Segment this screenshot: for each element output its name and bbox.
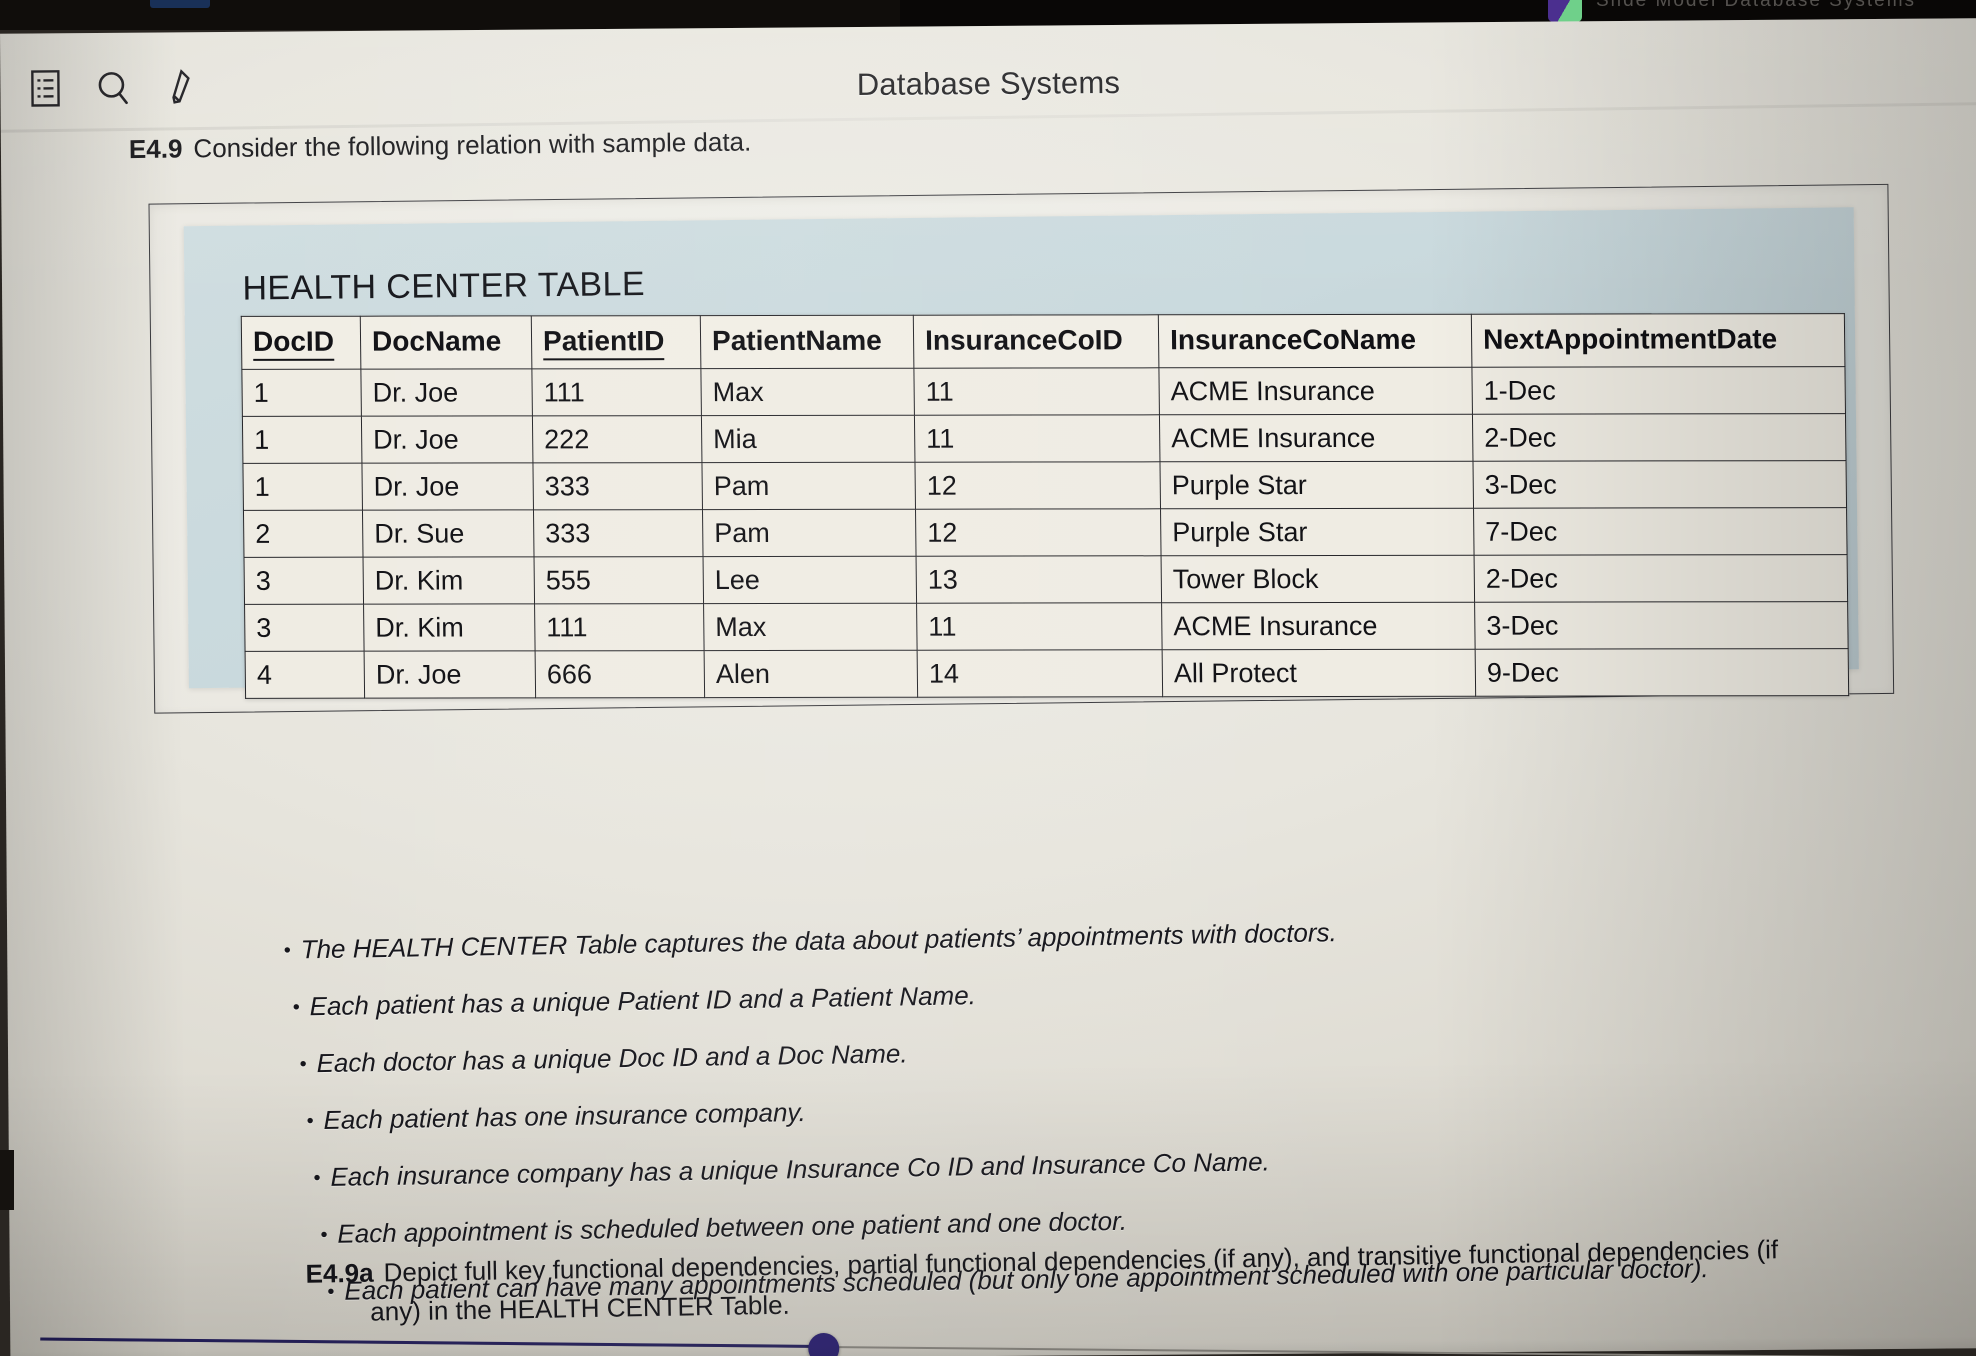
cell-docname: Dr. Kim — [363, 603, 536, 652]
cell-patientname: Pam — [701, 462, 916, 510]
cell-insurancecoid: 13 — [916, 555, 1162, 604]
cell-patientname: Max — [700, 368, 915, 416]
list-item: The HEALTH CENTER Table captures the dat… — [283, 907, 1935, 965]
slider-knob[interactable] — [808, 1332, 840, 1356]
cell-patientid: 111 — [534, 603, 705, 651]
cell-docname: Dr. Joe — [361, 415, 533, 464]
cell-nextappointmentdate: 3-Dec — [1472, 460, 1847, 509]
health-center-table-title: HEALTH CENTER TABLE — [242, 265, 646, 308]
exercise-heading: E4.9 Consider the following relation with… — [129, 127, 752, 166]
cell-insurancecoid: 12 — [914, 461, 1161, 510]
cell-insurancecoid: 11 — [913, 367, 1160, 416]
index-list-icon[interactable] — [22, 63, 68, 113]
column-header-insuranceconame: InsuranceCoName — [1158, 314, 1472, 368]
cell-nextappointmentdate: 7-Dec — [1473, 507, 1848, 556]
cell-patientname: Max — [703, 603, 918, 651]
app-icon[interactable] — [1548, 0, 1582, 22]
document-page: Database Systems E4.9 Consider the follow… — [0, 18, 1976, 1356]
cell-nextappointmentdate: 9-Dec — [1475, 648, 1849, 697]
cell-docname: Dr. Sue — [362, 509, 535, 558]
cell-patientname: Pam — [702, 509, 917, 557]
list-item: Each patient has one insurance company. — [306, 1078, 1938, 1136]
column-header-patientname: PatientName — [700, 315, 914, 369]
cell-patientid: 555 — [534, 556, 704, 604]
cell-insurancecoid: 14 — [917, 649, 1163, 698]
cell-docid: 1 — [242, 416, 362, 464]
table-row: 4 Dr. Joe 666 Alen 14 All Protect 9-Dec — [245, 648, 1849, 699]
table-row: 3 Dr. Kim 111 Max 11 ACME Insurance 3-De… — [244, 601, 1849, 652]
table-row: 1 Dr. Joe 111 Max 11 ACME Insurance 1-De… — [241, 366, 1846, 417]
reader-toolbar: Database Systems — [0, 18, 1976, 126]
cell-insuranceconame: ACME Insurance — [1159, 414, 1473, 462]
screen-bezel-notch — [0, 1150, 14, 1210]
cell-patientid: 333 — [533, 509, 704, 557]
table-row: 3 Dr. Kim 555 Lee 13 Tower Block 2-Dec — [244, 554, 1848, 605]
column-header-nextappointmentdate: NextAppointmentDate — [1471, 313, 1845, 368]
cell-patientid: 111 — [531, 368, 702, 416]
app-bar-tab[interactable] — [150, 0, 210, 8]
page-progress-slider[interactable] — [40, 1325, 1976, 1356]
cell-nextappointmentdate: 3-Dec — [1474, 601, 1849, 650]
os-app-bar: Slide Model Database Systems — [0, 0, 1976, 30]
sub-exercise-number: E4.9a — [305, 1257, 374, 1289]
cell-patientid: 666 — [535, 650, 705, 698]
exercise-prompt: Consider the following relation with sam… — [193, 126, 752, 164]
cell-insurancecoid: 12 — [915, 508, 1162, 557]
cell-insuranceconame: Purple Star — [1159, 461, 1474, 509]
list-item: Each patient has a unique Patient ID and… — [292, 964, 1936, 1022]
figure-frame: HEALTH CENTER TABLE DocID DocName Patien… — [148, 183, 1895, 714]
cell-nextappointmentdate: 2-Dec — [1474, 554, 1848, 603]
app-bar-text: Slide Model Database Systems — [1596, 0, 1917, 11]
cell-insuranceconame: All Protect — [1162, 649, 1476, 697]
exercise-number: E4.9 — [128, 133, 183, 165]
cell-insurancecoid: 11 — [916, 602, 1163, 651]
cell-patientid: 333 — [532, 462, 703, 510]
cell-insuranceconame: ACME Insurance — [1161, 602, 1476, 650]
cell-patientname: Mia — [701, 415, 915, 463]
pen-annotate-icon[interactable] — [158, 62, 204, 112]
table-row: 2 Dr. Sue 333 Pam 12 Purple Star 7-Dec — [243, 507, 1848, 558]
cell-docname: Dr. Joe — [364, 650, 536, 699]
table-header-row: DocID DocName PatientID PatientName Insu… — [241, 313, 1845, 370]
cell-insuranceconame: Tower Block — [1161, 555, 1475, 603]
cell-insurancecoid: 11 — [914, 414, 1160, 463]
table-row: 1 Dr. Joe 222 Mia 11 ACME Insurance 2-De… — [242, 413, 1847, 464]
cell-docid: 4 — [245, 651, 365, 699]
page-title: Database Systems — [856, 64, 1121, 103]
search-icon[interactable] — [90, 63, 136, 113]
column-header-docname: DocName — [360, 315, 532, 370]
cell-docname: Dr. Kim — [363, 556, 535, 605]
column-header-docid: DocID — [241, 316, 361, 370]
cell-docname: Dr. Joe — [360, 368, 533, 417]
cell-nextappointmentdate: 1-Dec — [1471, 366, 1846, 415]
cell-insuranceconame: ACME Insurance — [1158, 367, 1473, 415]
cell-docid: 3 — [244, 557, 364, 605]
cell-docid: 1 — [241, 369, 362, 417]
cell-docid: 2 — [243, 510, 364, 558]
cell-nextappointmentdate: 2-Dec — [1472, 413, 1847, 462]
cell-patientname: Alen — [704, 650, 918, 698]
cell-docname: Dr. Joe — [361, 462, 534, 511]
column-header-insurancecoid: InsuranceCoID — [913, 314, 1159, 369]
cell-docid: 1 — [242, 463, 363, 511]
cell-insuranceconame: Purple Star — [1160, 508, 1475, 556]
list-item: Each doctor has a unique Doc ID and a Do… — [299, 1021, 1937, 1079]
slider-fill — [40, 1337, 823, 1348]
cell-patientid: 222 — [532, 415, 702, 463]
list-item: Each insurance company has a unique Insu… — [313, 1135, 1939, 1193]
health-center-table: DocID DocName PatientID PatientName Insu… — [240, 313, 1850, 699]
column-header-patientid: PatientID — [531, 315, 701, 369]
cell-docid: 3 — [244, 604, 365, 652]
figure-panel: HEALTH CENTER TABLE DocID DocName Patien… — [183, 207, 1859, 699]
cell-patientname: Lee — [703, 556, 917, 604]
table-row: 1 Dr. Joe 333 Pam 12 Purple Star 3-Dec — [242, 460, 1847, 511]
